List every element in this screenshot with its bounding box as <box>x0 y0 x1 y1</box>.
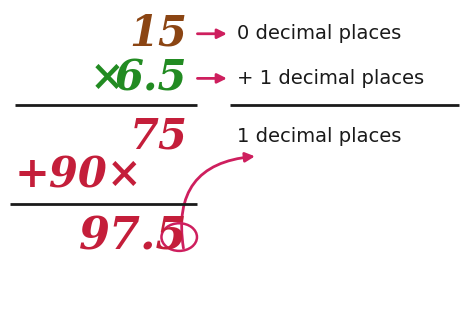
Text: ×: × <box>90 57 124 99</box>
Text: 0 decimal places: 0 decimal places <box>237 24 401 43</box>
Text: 6.5: 6.5 <box>115 57 188 99</box>
Text: 15: 15 <box>129 13 188 55</box>
Text: 97.5: 97.5 <box>79 215 188 259</box>
FancyArrowPatch shape <box>182 153 252 248</box>
Text: + 1 decimal places: + 1 decimal places <box>237 69 424 88</box>
Text: 75: 75 <box>129 115 188 157</box>
Text: 1 decimal places: 1 decimal places <box>237 127 401 146</box>
Text: +90×: +90× <box>15 155 143 197</box>
